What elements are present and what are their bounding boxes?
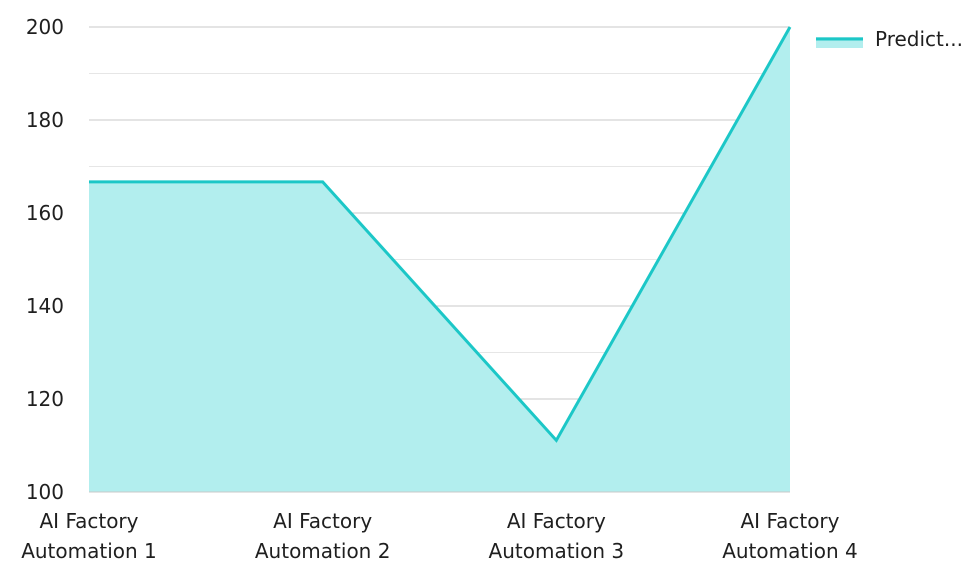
y-tick-label: 100 (26, 480, 64, 504)
axes: 100 120 140 160 180 200 AI Factory Automation 1… (21, 15, 858, 563)
y-tick-label: 200 (26, 15, 64, 39)
series-line-path (89, 26, 792, 443)
data-point-3[interactable] (553, 437, 559, 443)
legend-swatch-fill (816, 37, 863, 48)
x-tick-label: AI Factory Automation 4 (722, 509, 858, 563)
legend-item[interactable]: Predict... (816, 27, 963, 51)
y-tick-label: 180 (26, 108, 64, 132)
data-point-4[interactable] (787, 24, 793, 30)
series-area (89, 27, 790, 492)
y-tick-label: 160 (26, 201, 64, 225)
y-tick-label: 140 (26, 294, 64, 318)
x-tick-label: AI Factory Automation 3 (489, 509, 625, 563)
series-line (86, 24, 793, 443)
y-tick-label: 120 (26, 387, 64, 411)
series-area-fill (89, 27, 790, 492)
data-point-1[interactable] (86, 179, 92, 185)
legend-label: Predict... (875, 27, 963, 51)
x-tick-label: AI Factory Automation 1 (21, 509, 157, 563)
x-tick-label: AI Factory Automation 2 (255, 509, 391, 563)
legend[interactable]: Predict... (816, 27, 963, 51)
data-point-2[interactable] (320, 179, 326, 185)
